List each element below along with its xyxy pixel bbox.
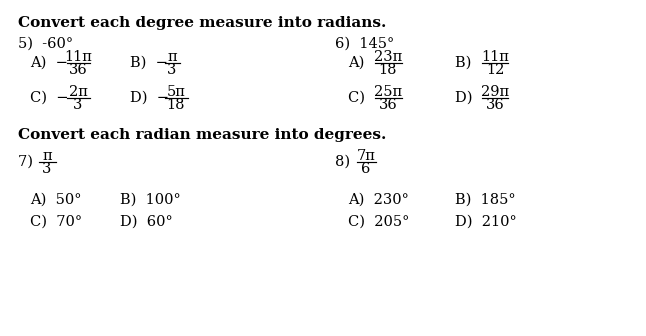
Text: 5π: 5π — [167, 85, 185, 99]
Text: π: π — [167, 50, 177, 64]
Text: 6: 6 — [361, 162, 371, 176]
Text: B)  100°: B) 100° — [120, 193, 181, 207]
Text: C)  70°: C) 70° — [30, 215, 82, 229]
Text: 11π: 11π — [481, 50, 509, 64]
Text: A)  230°: A) 230° — [348, 193, 409, 207]
Text: C)  −: C) − — [30, 91, 68, 105]
Text: 29π: 29π — [481, 85, 509, 99]
Text: 25π: 25π — [374, 85, 402, 99]
Text: Convert each degree measure into radians.: Convert each degree measure into radians… — [18, 16, 386, 30]
Text: 3: 3 — [167, 63, 177, 77]
Text: D): D) — [455, 91, 477, 105]
Text: D)  60°: D) 60° — [120, 215, 172, 229]
Text: D)  210°: D) 210° — [455, 215, 517, 229]
Text: 3: 3 — [73, 98, 83, 112]
Text: C): C) — [348, 91, 370, 105]
Text: B)  185°: B) 185° — [455, 193, 516, 207]
Text: A)  −: A) − — [30, 56, 68, 70]
Text: D)  −: D) − — [130, 91, 169, 105]
Text: C)  205°: C) 205° — [348, 215, 410, 229]
Text: B): B) — [455, 56, 476, 70]
Text: 2π: 2π — [68, 85, 87, 99]
Text: 36: 36 — [379, 98, 397, 112]
Text: A): A) — [348, 56, 369, 70]
Text: B)  −: B) − — [130, 56, 168, 70]
Text: 11π: 11π — [64, 50, 92, 64]
Text: π: π — [42, 149, 52, 163]
Text: 36: 36 — [68, 63, 87, 77]
Text: 36: 36 — [486, 98, 505, 112]
Text: 12: 12 — [486, 63, 504, 77]
Text: 3: 3 — [42, 162, 52, 176]
Text: 8): 8) — [335, 155, 355, 169]
Text: A)  50°: A) 50° — [30, 193, 81, 207]
Text: 18: 18 — [167, 98, 185, 112]
Text: Convert each radian measure into degrees.: Convert each radian measure into degrees… — [18, 128, 386, 142]
Text: 7π: 7π — [357, 149, 375, 163]
Text: 23π: 23π — [374, 50, 402, 64]
Text: 6)  145°: 6) 145° — [335, 37, 394, 51]
Text: 5)  -60°: 5) -60° — [18, 37, 73, 51]
Text: 7): 7) — [18, 155, 37, 169]
Text: 18: 18 — [379, 63, 397, 77]
